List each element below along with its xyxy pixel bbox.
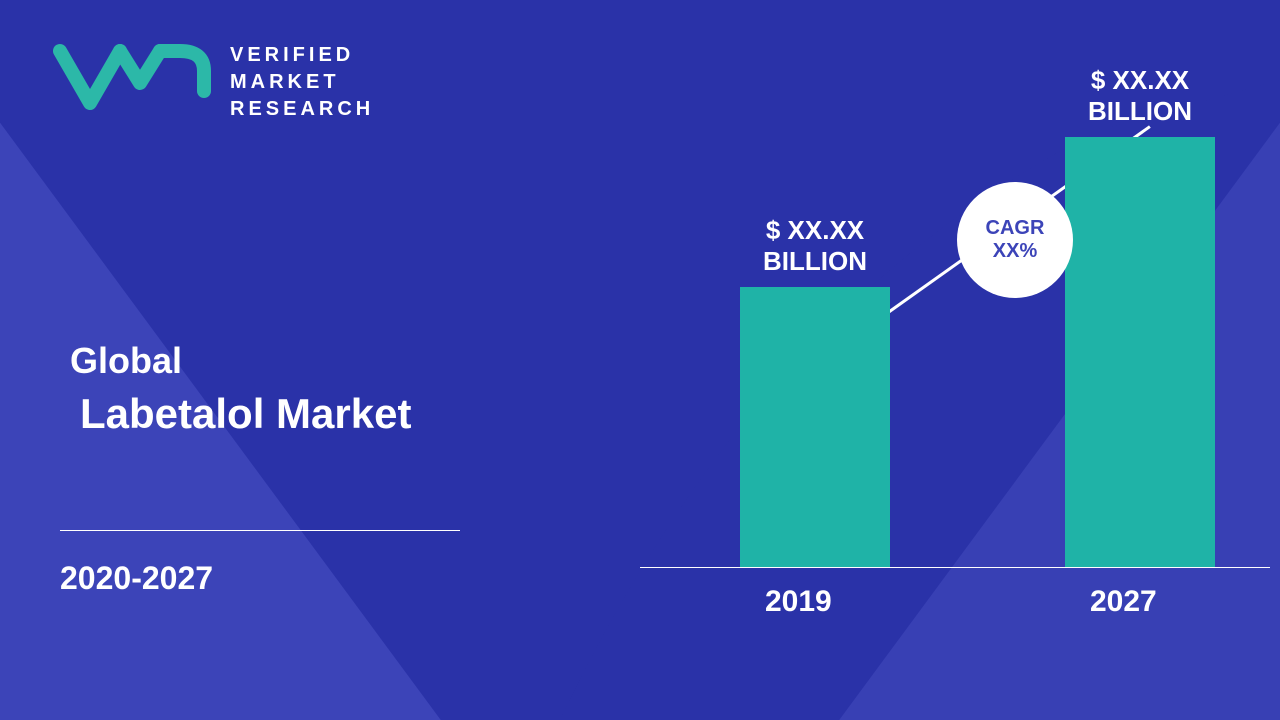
bar-value-label-2019: $ XX.XXBILLION (720, 215, 910, 277)
title-line-1: Global (70, 340, 411, 382)
cagr-badge: CAGR XX% (957, 182, 1073, 298)
brand-logo: VERIFIED MARKET RESEARCH (52, 42, 374, 123)
infographic-canvas: VERIFIED MARKET RESEARCH Global Labetalo… (0, 0, 1280, 720)
brand-line-1: VERIFIED (230, 42, 374, 69)
vmr-logo-icon (52, 43, 212, 123)
title-divider (60, 530, 460, 531)
x-axis-label-2027: 2027 (1090, 585, 1157, 619)
chart-x-axis (640, 567, 1270, 568)
forecast-period: 2020-2027 (60, 560, 213, 597)
report-title: Global Labetalol Market (70, 340, 411, 438)
bar-2027 (1065, 137, 1215, 567)
brand-line-3: RESEARCH (230, 96, 374, 123)
title-line-2: Labetalol Market (70, 390, 411, 438)
cagr-label: CAGR (986, 217, 1045, 240)
cagr-value: XX% (993, 240, 1037, 263)
brand-line-2: MARKET (230, 69, 374, 96)
bar-value-label-2027: $ XX.XXBILLION (1045, 65, 1235, 127)
x-axis-label-2019: 2019 (765, 585, 832, 619)
brand-logo-text: VERIFIED MARKET RESEARCH (230, 42, 374, 123)
bar-2019 (740, 287, 890, 567)
